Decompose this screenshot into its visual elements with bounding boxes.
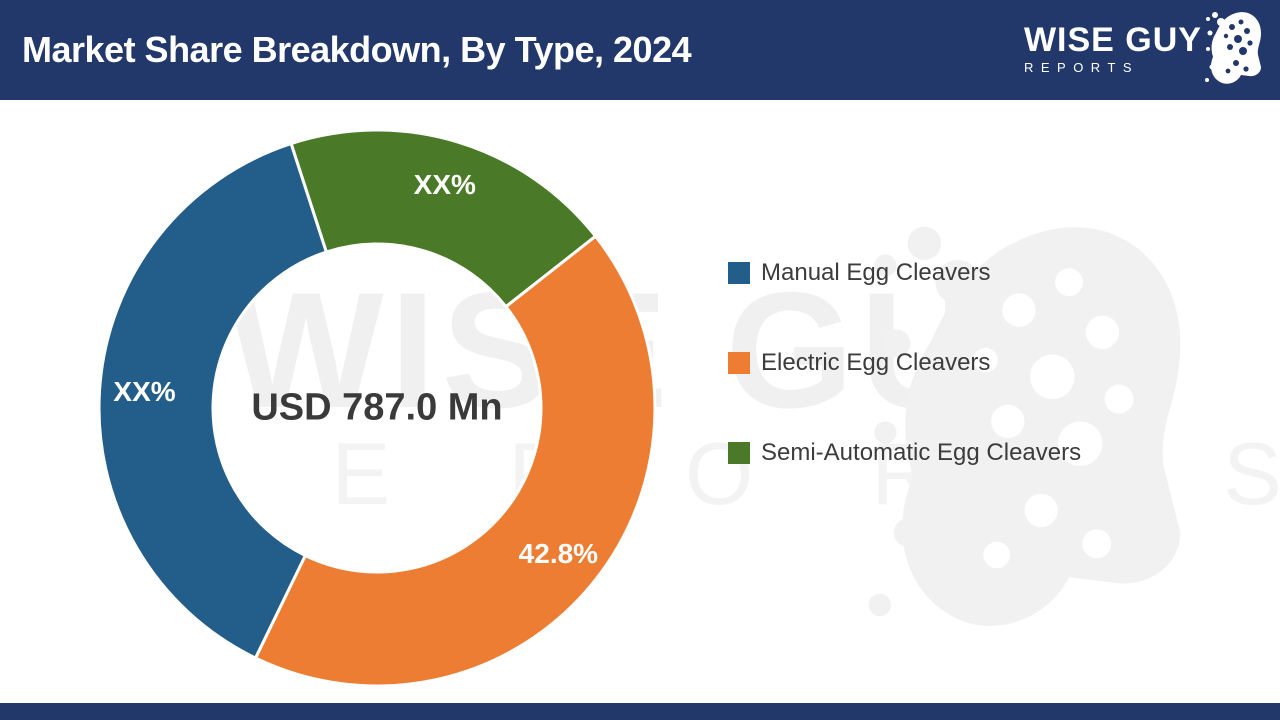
donut-chart	[97, 128, 657, 688]
legend-swatch-green	[728, 442, 750, 464]
brand-sub: REPORTS	[1023, 60, 1140, 75]
legend-swatch-orange	[728, 352, 750, 374]
legend-item: Manual Egg Cleavers	[728, 259, 1081, 286]
brand-name: WISE GUY	[1023, 21, 1202, 59]
chart-area: WISE GUY REPORTS U	[0, 100, 1280, 703]
legend-label: Semi-Automatic Egg Cleavers	[761, 439, 1082, 466]
slice-label-0: XX%	[413, 169, 476, 201]
legend: Manual Egg Cleavers Electric Egg Cleaver…	[728, 259, 1082, 530]
legend-label: Manual Egg Cleavers	[761, 259, 991, 286]
header-bar: Market Share Breakdown, By Type, 2024 WI…	[0, 0, 1280, 100]
brand-face-icon	[1205, 12, 1261, 84]
donut-chart-wrap: USD 787.0 Mn XX% 42.8% XX%	[97, 128, 657, 688]
chart-title: Market Share Breakdown, By Type, 2024	[22, 29, 692, 70]
footer-bar	[0, 703, 1280, 720]
slice-label-2: XX%	[113, 375, 176, 407]
donut-slice-0	[289, 128, 598, 309]
brand-logo: WISE GUY REPORTS	[1024, 9, 1264, 89]
donut-center-label: USD 787.0 Mn	[251, 386, 503, 429]
donut-slice-1	[253, 234, 657, 688]
legend-swatch-blue	[728, 262, 750, 284]
brand-logo-text: WISE GUY REPORTS	[1024, 23, 1202, 74]
slice-label-1: 42.8%	[518, 538, 599, 570]
legend-item: Electric Egg Cleavers	[728, 349, 1081, 376]
legend-item: Semi-Automatic Egg Cleavers	[728, 439, 1082, 466]
donut-slice-2	[97, 142, 328, 660]
legend-label: Electric Egg Cleavers	[761, 349, 991, 376]
